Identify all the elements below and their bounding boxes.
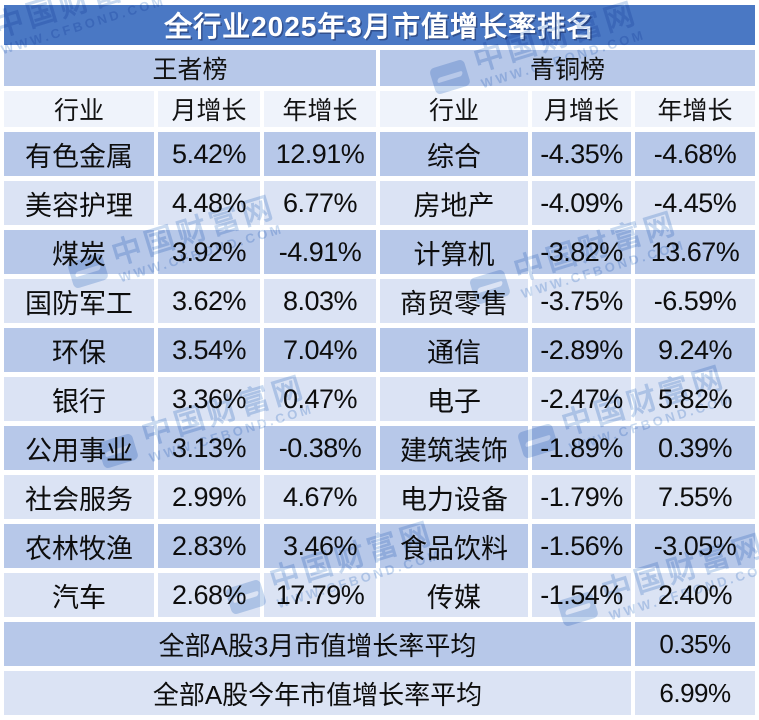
industry-cell: 银行 bbox=[4, 377, 154, 421]
industry-cell: 公用事业 bbox=[4, 426, 154, 470]
industry-cell: 传媒 bbox=[380, 573, 528, 617]
year-growth-cell: -4.91% bbox=[264, 230, 376, 274]
year-growth-cell: 3.46% bbox=[264, 524, 376, 568]
industry-cell: 综合 bbox=[380, 132, 528, 176]
year-growth-cell: 0.47% bbox=[264, 377, 376, 421]
month-growth-cell: 2.99% bbox=[158, 475, 260, 519]
table-row: 有色金属 5.42% 12.91% 综合 -4.35% -4.68% bbox=[4, 132, 756, 176]
summary-label: 全部A股3月市值增长率平均 bbox=[4, 622, 631, 666]
month-growth-cell: -1.79% bbox=[532, 475, 631, 519]
left-board-title: 王者榜 bbox=[4, 50, 376, 86]
year-growth-cell: -4.68% bbox=[635, 132, 756, 176]
industry-cell: 社会服务 bbox=[4, 475, 154, 519]
year-growth-cell: 7.04% bbox=[264, 328, 376, 372]
table-row: 社会服务 2.99% 4.67% 电力设备 -1.79% 7.55% bbox=[4, 475, 756, 519]
year-growth-cell: 7.55% bbox=[635, 475, 756, 519]
month-growth-cell: 3.36% bbox=[158, 377, 260, 421]
left-industry-header: 行业 bbox=[4, 91, 154, 127]
year-growth-cell: -3.05% bbox=[635, 524, 756, 568]
summary-value: 0.35% bbox=[635, 622, 756, 666]
year-growth-cell: 6.77% bbox=[264, 181, 376, 225]
data-rows: 有色金属 5.42% 12.91% 综合 -4.35% -4.68% 美容护理 … bbox=[4, 132, 756, 617]
month-growth-cell: -4.09% bbox=[532, 181, 631, 225]
summary-row-march: 全部A股3月市值增长率平均 0.35% bbox=[4, 622, 756, 666]
year-growth-cell: -0.38% bbox=[264, 426, 376, 470]
year-growth-cell: 4.67% bbox=[264, 475, 376, 519]
industry-cell: 环保 bbox=[4, 328, 154, 372]
industry-cell: 电力设备 bbox=[380, 475, 528, 519]
month-growth-cell: -3.75% bbox=[532, 279, 631, 323]
industry-cell: 房地产 bbox=[380, 181, 528, 225]
month-growth-cell: 2.83% bbox=[158, 524, 260, 568]
left-month-header: 月增长 bbox=[158, 91, 260, 127]
summary-value: 6.99% bbox=[635, 671, 756, 715]
month-growth-cell: 3.92% bbox=[158, 230, 260, 274]
year-growth-cell: 5.82% bbox=[635, 377, 756, 421]
year-growth-cell: 8.03% bbox=[264, 279, 376, 323]
month-growth-cell: 2.68% bbox=[158, 573, 260, 617]
industry-cell: 农林牧渔 bbox=[4, 524, 154, 568]
year-growth-cell: 9.24% bbox=[635, 328, 756, 372]
industry-cell: 建筑装饰 bbox=[380, 426, 528, 470]
industry-cell: 汽车 bbox=[4, 573, 154, 617]
summary-label: 全部A股今年市值增长率平均 bbox=[4, 671, 631, 715]
month-growth-cell: 5.42% bbox=[158, 132, 260, 176]
month-growth-cell: 4.48% bbox=[158, 181, 260, 225]
page-title: 全行业2025年3月市值增长率排名 bbox=[4, 5, 756, 45]
month-growth-cell: 3.13% bbox=[158, 426, 260, 470]
table-row: 银行 3.36% 0.47% 电子 -2.47% 5.82% bbox=[4, 377, 756, 421]
industry-cell: 有色金属 bbox=[4, 132, 154, 176]
month-growth-cell: -4.35% bbox=[532, 132, 631, 176]
month-growth-cell: -2.89% bbox=[532, 328, 631, 372]
year-growth-cell: -6.59% bbox=[635, 279, 756, 323]
industry-cell: 计算机 bbox=[380, 230, 528, 274]
table-row: 环保 3.54% 7.04% 通信 -2.89% 9.24% bbox=[4, 328, 756, 372]
table-row: 农林牧渔 2.83% 3.46% 食品饮料 -1.56% -3.05% bbox=[4, 524, 756, 568]
right-board-title: 青铜榜 bbox=[380, 50, 756, 86]
right-month-header: 月增长 bbox=[532, 91, 631, 127]
month-growth-cell: -2.47% bbox=[532, 377, 631, 421]
column-header-row: 行业 月增长 年增长 行业 月增长 年增长 bbox=[4, 91, 756, 127]
right-industry-header: 行业 bbox=[380, 91, 528, 127]
table-row: 公用事业 3.13% -0.38% 建筑装饰 -1.89% 0.39% bbox=[4, 426, 756, 470]
month-growth-cell: 3.62% bbox=[158, 279, 260, 323]
table-row: 汽车 2.68% 17.79% 传媒 -1.54% 2.40% bbox=[4, 573, 756, 617]
year-growth-cell: 17.79% bbox=[264, 573, 376, 617]
industry-cell: 美容护理 bbox=[4, 181, 154, 225]
table-row: 国防军工 3.62% 8.03% 商贸零售 -3.75% -6.59% bbox=[4, 279, 756, 323]
year-growth-cell: 2.40% bbox=[635, 573, 756, 617]
table-row: 煤炭 3.92% -4.91% 计算机 -3.82% 13.67% bbox=[4, 230, 756, 274]
table-row: 美容护理 4.48% 6.77% 房地产 -4.09% -4.45% bbox=[4, 181, 756, 225]
summary-row-ytd: 全部A股今年市值增长率平均 6.99% bbox=[4, 671, 756, 715]
industry-cell: 通信 bbox=[380, 328, 528, 372]
right-year-header: 年增长 bbox=[635, 91, 756, 127]
board-row: 王者榜 青铜榜 bbox=[4, 50, 756, 86]
industry-cell: 商贸零售 bbox=[380, 279, 528, 323]
year-growth-cell: 12.91% bbox=[264, 132, 376, 176]
year-growth-cell: -4.45% bbox=[635, 181, 756, 225]
month-growth-cell: 3.54% bbox=[158, 328, 260, 372]
industry-cell: 电子 bbox=[380, 377, 528, 421]
industry-cell: 国防军工 bbox=[4, 279, 154, 323]
left-year-header: 年增长 bbox=[264, 91, 376, 127]
year-growth-cell: 13.67% bbox=[635, 230, 756, 274]
year-growth-cell: 0.39% bbox=[635, 426, 756, 470]
title-row: 全行业2025年3月市值增长率排名 bbox=[4, 5, 756, 45]
industry-cell: 煤炭 bbox=[4, 230, 154, 274]
industry-cell: 食品饮料 bbox=[380, 524, 528, 568]
month-growth-cell: -3.82% bbox=[532, 230, 631, 274]
month-growth-cell: -1.56% bbox=[532, 524, 631, 568]
month-growth-cell: -1.89% bbox=[532, 426, 631, 470]
month-growth-cell: -1.54% bbox=[532, 573, 631, 617]
